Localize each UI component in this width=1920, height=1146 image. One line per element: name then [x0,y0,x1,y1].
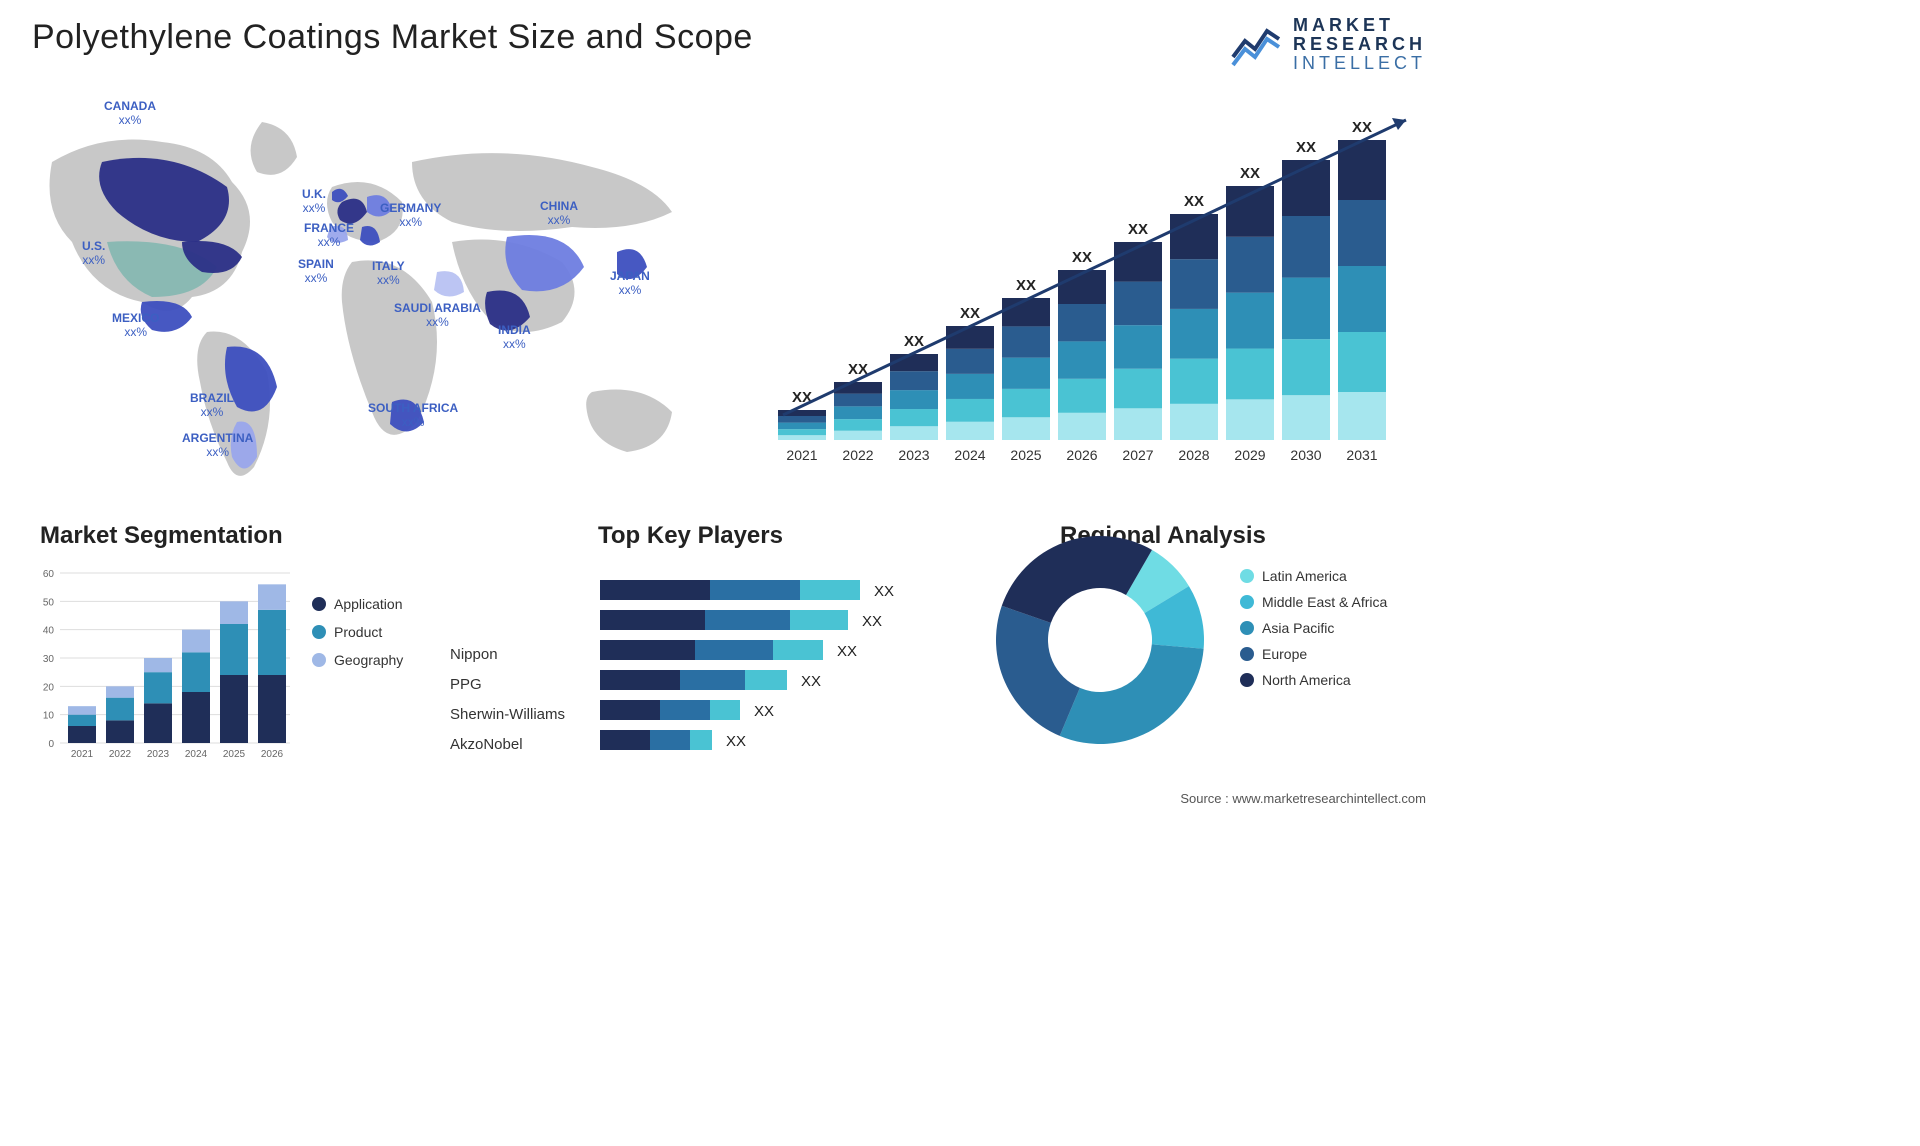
svg-text:60: 60 [43,569,55,580]
svg-text:2023: 2023 [898,447,929,463]
map-label: CHINAxx% [540,200,578,228]
legend-item: Application [312,596,403,612]
svg-text:40: 40 [43,626,55,637]
legend-item: Latin America [1240,568,1387,584]
map-label: MEXICOxx% [112,312,159,340]
svg-text:XX: XX [1352,119,1372,136]
map-label: BRAZILxx% [190,392,234,420]
svg-text:XX: XX [754,703,774,720]
svg-text:2021: 2021 [71,749,94,760]
legend-item: Product [312,624,403,640]
svg-text:2031: 2031 [1346,447,1377,463]
svg-text:0: 0 [48,739,54,750]
segmentation-panel: 0 10 20 30 40 50 60 2021 2022 2023 2024 2025 2026 Ap… [32,558,452,788]
svg-text:XX: XX [862,613,882,630]
svg-text:XX: XX [1016,277,1036,294]
map-label: U.K.xx% [302,188,326,216]
page-title: Polyethylene Coatings Market Size and Sc… [32,18,753,57]
svg-text:XX: XX [904,333,924,350]
svg-text:2023: 2023 [147,749,170,760]
svg-text:2029: 2029 [1234,447,1265,463]
map-label: ARGENTINAxx% [182,432,253,460]
map-label: INDIAxx% [498,324,531,352]
svg-text:2022: 2022 [842,447,873,463]
svg-text:50: 50 [43,597,55,608]
logo-mark-icon [1229,17,1283,71]
regional-legend: Latin America Middle East & Africa Asia Pa… [1240,568,1387,698]
svg-text:2030: 2030 [1290,447,1321,463]
segmentation-legend: Application Product Geography [312,596,403,680]
map-label: FRANCExx% [304,222,354,250]
source-label: Source : www.marketresearchintellect.com [1180,791,1426,806]
svg-text:2026: 2026 [1066,447,1097,463]
map-label: SAUDI ARABIAxx% [394,302,481,330]
svg-text:XX: XX [1184,193,1204,210]
key-players-panel: NipponPPGSherwin-WilliamsAkzoNobel XX XX X… [450,558,950,788]
svg-text:XX: XX [801,673,821,690]
svg-text:2027: 2027 [1122,447,1153,463]
svg-text:2024: 2024 [185,749,208,760]
map-label: ITALYxx% [372,260,405,288]
legend-item: North America [1240,672,1387,688]
segmentation-title: Market Segmentation [40,522,283,550]
player-name: Sherwin-Williams [450,700,565,730]
legend-item: Geography [312,652,403,668]
key-players-title: Top Key Players [598,522,783,550]
svg-text:XX: XX [960,305,980,322]
legend-item: Middle East & Africa [1240,594,1387,610]
svg-text:XX: XX [837,643,857,660]
world-map-panel: CANADAxx% U.S.xx% MEXICOxx% BRAZILxx% ARGENT… [32,92,722,492]
svg-text:XX: XX [1296,139,1316,156]
svg-text:XX: XX [726,733,746,750]
player-name: PPG [450,670,482,700]
svg-text:2024: 2024 [954,447,985,463]
map-label: U.S.xx% [82,240,105,268]
svg-text:30: 30 [43,654,55,665]
map-label: SOUTH AFRICAxx% [368,402,458,430]
legend-item: Asia Pacific [1240,620,1387,636]
logo-line1: MARKET [1293,16,1426,35]
brand-logo: MARKET RESEARCH INTELLECT [1229,16,1426,73]
regional-panel: Latin America Middle East & Africa Asia Pa… [980,520,1430,780]
map-label: SPAINxx% [298,258,334,286]
svg-text:2021: 2021 [786,447,817,463]
svg-text:2026: 2026 [261,749,284,760]
svg-text:20: 20 [43,682,55,693]
svg-text:10: 10 [43,711,55,722]
svg-text:XX: XX [874,583,894,600]
svg-text:2025: 2025 [223,749,246,760]
svg-text:XX: XX [1128,221,1148,238]
player-name: Nippon [450,640,498,670]
svg-text:2022: 2022 [109,749,132,760]
legend-item: Europe [1240,646,1387,662]
growth-bar-chart: XX 2021 XX 2022 XX 2023 XX 2024 XX 2025 XX 2026 XX 20… [758,100,1418,480]
logo-line2: RESEARCH [1293,35,1426,54]
svg-text:XX: XX [1240,165,1260,182]
svg-text:2028: 2028 [1178,447,1209,463]
map-label: JAPANxx% [610,270,650,298]
map-label: GERMANYxx% [380,202,441,230]
logo-line3: INTELLECT [1293,54,1426,73]
map-label: CANADAxx% [104,100,156,128]
svg-text:2025: 2025 [1010,447,1041,463]
svg-text:XX: XX [1072,249,1092,266]
player-name: AkzoNobel [450,730,523,760]
